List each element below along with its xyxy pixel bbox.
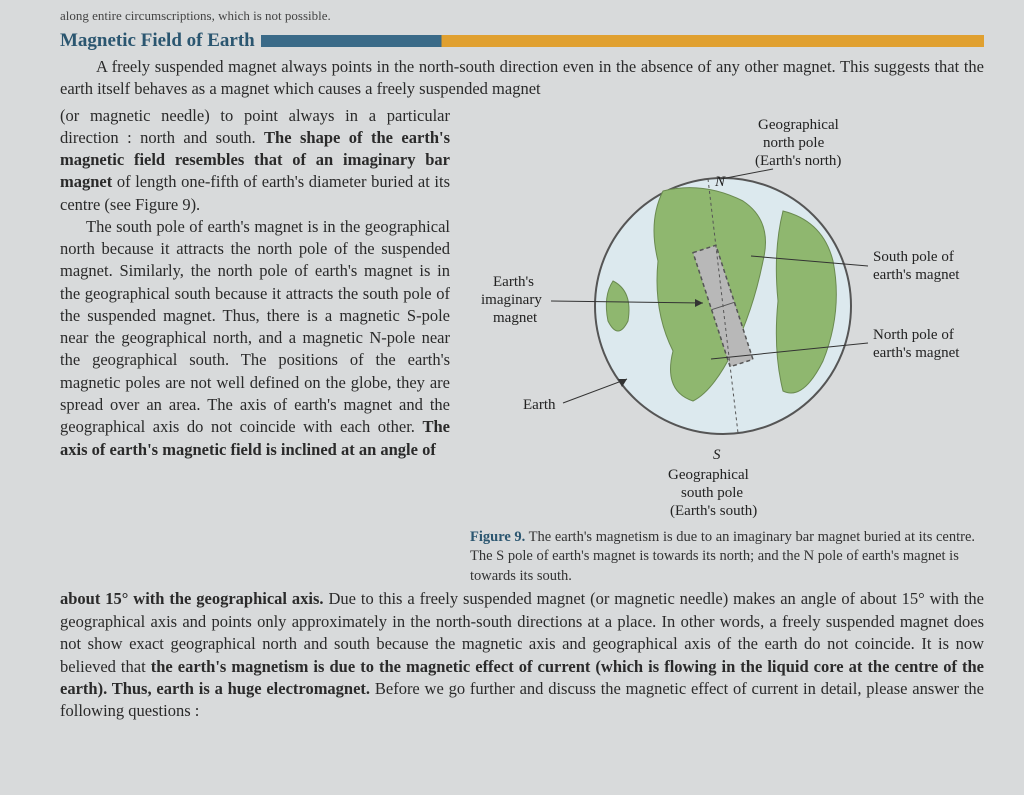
title-decoration-bar: [261, 35, 984, 47]
south-pole-label-2: earth's magnet: [873, 267, 960, 283]
geo-south-label-3: (Earth's south): [670, 503, 757, 519]
figure-column: Geographical north pole (Earth's north) …: [462, 105, 984, 587]
section-header: Magnetic Field of Earth: [60, 30, 984, 52]
paragraph-2: The south pole of earth's magnet is in t…: [60, 216, 450, 461]
final-a: about 15° with the geographical axis.: [60, 589, 324, 608]
geo-north-label-1: Geographical: [758, 117, 839, 133]
content-row: (or magnetic needle) to point always in …: [60, 105, 984, 587]
section-title: Magnetic Field of Earth: [60, 30, 255, 52]
figure-number: Figure 9.: [470, 529, 525, 545]
earth-magnet-diagram: Geographical north pole (Earth's north) …: [462, 111, 984, 521]
intro-paragraph: A freely suspended magnet always points …: [60, 56, 984, 101]
north-pole-label-2: earth's magnet: [873, 345, 960, 361]
geo-south-label-1: Geographical: [668, 467, 749, 483]
geo-south-label-2: south pole: [681, 485, 743, 501]
partial-prev-line: along entire circumscriptions, which is …: [60, 8, 984, 30]
para2-a: The south pole of earth's magnet is in t…: [60, 217, 450, 436]
geo-north-label-3: (Earth's north): [755, 153, 841, 169]
figure-caption: Figure 9. The earth's magnetism is due t…: [462, 526, 984, 587]
text-column: (or magnetic needle) to point always in …: [60, 105, 450, 587]
geo-north-label-2: north pole: [763, 135, 825, 151]
paragraph-1: (or magnetic needle) to point always in …: [60, 105, 450, 216]
imaginary-label-3: magnet: [493, 310, 538, 326]
imaginary-label-2: imaginary: [481, 292, 542, 308]
intro-text: A freely suspended magnet always points …: [60, 57, 984, 98]
caption-text: The earth's magnetism is due to an imagi…: [470, 529, 975, 584]
para1-b: of length one-fifth of earth's diameter …: [60, 172, 450, 213]
earth-label: Earth: [523, 397, 556, 413]
earth-leader: [563, 379, 627, 403]
south-pole-label-1: South pole of: [873, 249, 954, 265]
imaginary-label-1: Earth's: [493, 274, 534, 290]
s-letter: S: [713, 447, 721, 463]
geo-north-leader: [721, 169, 773, 179]
north-pole-label-1: North pole of: [873, 327, 954, 343]
n-letter: N: [714, 174, 726, 190]
final-paragraph: about 15° with the geographical axis. Du…: [60, 588, 984, 723]
